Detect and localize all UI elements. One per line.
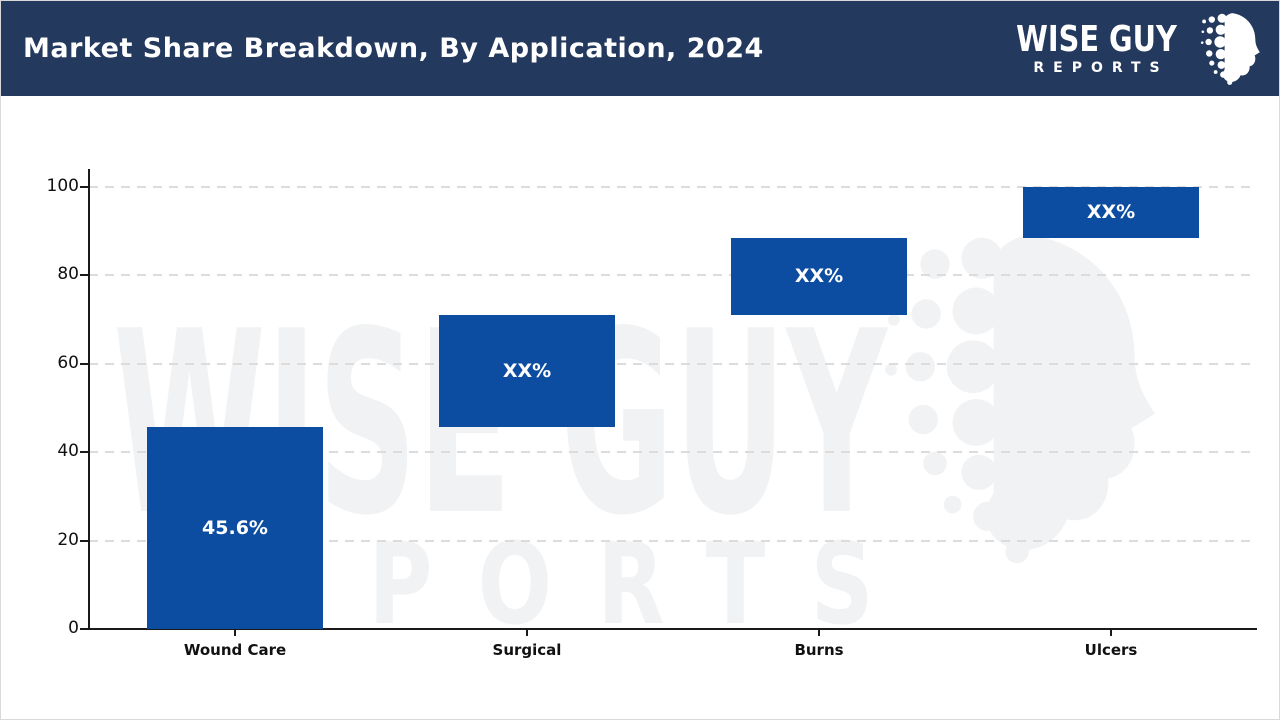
y-tick-label: 80 [57,264,79,285]
x-category-label: Burns [794,641,844,659]
y-tick-label: 20 [57,529,79,550]
bar-value-label: XX% [794,265,844,287]
brand-name: WISE GUY [1016,19,1177,60]
y-tick-label: 100 [46,176,79,196]
header-bar: Market Share Breakdown, By Application, … [1,1,1279,96]
bar-segment: 45.6% [147,427,323,629]
y-tick-mark [80,628,88,630]
brand-logo-text: WISE GUY REPORTS [996,19,1197,76]
page-title: Market Share Breakdown, By Application, … [23,33,764,64]
gridline [89,186,1257,188]
bar-value-label: 45.6% [202,516,268,539]
y-tick-mark [80,274,88,277]
y-tick-mark [80,186,88,188]
gridline [89,539,1257,542]
bar-value-label: XX% [1086,200,1136,223]
y-tick-mark [80,451,88,454]
bar-segment: XX% [731,237,907,316]
x-tick-mark [234,630,236,636]
y-tick-label: 60 [57,352,79,373]
x-axis [88,628,1257,630]
y-tick-mark [80,539,88,542]
x-tick-mark [818,630,820,636]
brand-subtitle: REPORTS [1033,60,1169,76]
x-category-label: Ulcers [1084,641,1138,659]
x-category-label: Surgical [492,641,562,659]
x-tick-mark [1110,630,1112,636]
bar-segment: XX% [1023,187,1199,238]
y-axis [88,169,90,630]
brand-logo: WISE GUY REPORTS [996,9,1263,89]
y-tick-label: 0 [68,618,79,638]
gridline [89,451,1257,454]
head-profile-icon [1200,12,1260,85]
x-tick-mark [526,630,528,636]
gridline [89,274,1257,277]
bar-segment: XX% [439,315,615,428]
y-tick-label: 40 [57,441,79,462]
y-tick-mark [80,362,88,365]
gridline [89,362,1257,365]
bar-value-label: XX% [502,359,552,382]
x-category-label: Wound Care [183,641,287,659]
